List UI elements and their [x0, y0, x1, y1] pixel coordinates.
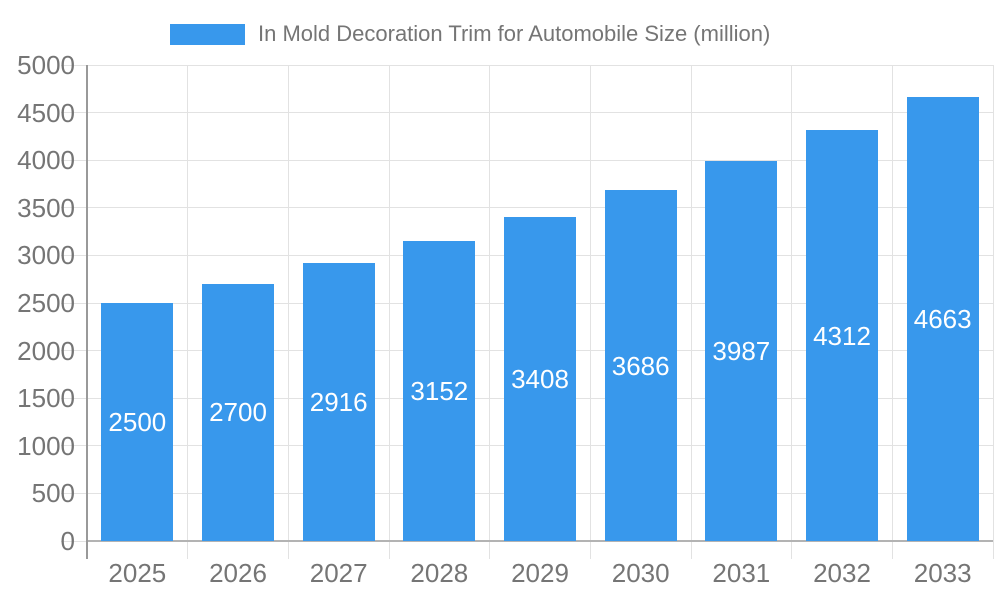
x-tick-label: 2029: [511, 558, 569, 588]
y-tick-label: 4500: [17, 97, 75, 128]
x-tick-label: 2026: [209, 558, 267, 588]
bar: [604, 190, 677, 541]
bar-value-label: 2500: [108, 407, 167, 437]
bar: [101, 303, 174, 541]
bar: [705, 161, 778, 541]
bar-value-label: 3408: [511, 363, 569, 394]
bar-value-label: 2700: [209, 397, 267, 428]
bar-value-label: 4663: [913, 304, 972, 335]
gridline-vertical: [992, 65, 994, 559]
gridline-vertical: [287, 65, 289, 559]
y-tick-label: 0: [60, 526, 75, 556]
x-tick-label: 2033: [913, 558, 972, 588]
y-tick-label: 5000: [17, 50, 75, 80]
bar-value-label: 2916: [309, 387, 368, 418]
gridline-vertical: [589, 65, 591, 559]
chart-title: In Mold Decoration Trim for Automobile S…: [258, 21, 771, 46]
y-tick-label: 3000: [17, 240, 75, 271]
x-tick-label: 2028: [410, 558, 469, 588]
x-axis-line: [87, 540, 993, 542]
bar-value-label: 3686: [611, 350, 670, 381]
gridline-vertical: [187, 65, 189, 559]
bar: [403, 240, 476, 541]
y-tick-label: 3500: [17, 192, 75, 223]
x-tick-label: 2025: [108, 558, 167, 588]
x-tick-label: 2030: [611, 558, 670, 588]
bar-value-label: 3152: [410, 375, 469, 406]
gridline-vertical: [489, 65, 491, 559]
gridline-horizontal: [61, 112, 993, 114]
x-tick-label: 2031: [712, 558, 771, 588]
bar-value-label: 3987: [712, 336, 771, 367]
bar: [504, 216, 576, 541]
gridline-horizontal: [61, 207, 993, 209]
gridline-vertical: [791, 65, 793, 559]
y-axis-line: [86, 65, 88, 559]
y-tick-label: 2000: [17, 335, 75, 366]
bar-value-label: 4312: [813, 320, 871, 351]
chart-legend: In Mold Decoration Trim for Automobile S…: [170, 21, 770, 47]
x-tick-label: 2027: [309, 558, 368, 588]
y-tick-label: 500: [31, 478, 75, 509]
gridline-horizontal: [61, 159, 993, 161]
gridline-horizontal: [61, 64, 993, 66]
y-tick-label: 4000: [17, 145, 75, 176]
y-tick-label: 1500: [17, 383, 75, 414]
legend-swatch: [170, 23, 245, 45]
x-tick-label: 2032: [813, 558, 871, 588]
y-tick-label: 2500: [17, 288, 75, 318]
gridline-vertical: [891, 65, 893, 559]
bar: [806, 130, 878, 541]
bar: [202, 283, 274, 541]
bar: [302, 263, 375, 541]
gridline-vertical: [690, 65, 692, 559]
y-tick-label: 1000: [17, 430, 75, 461]
bar: [906, 97, 979, 541]
gridline-vertical: [388, 65, 390, 559]
